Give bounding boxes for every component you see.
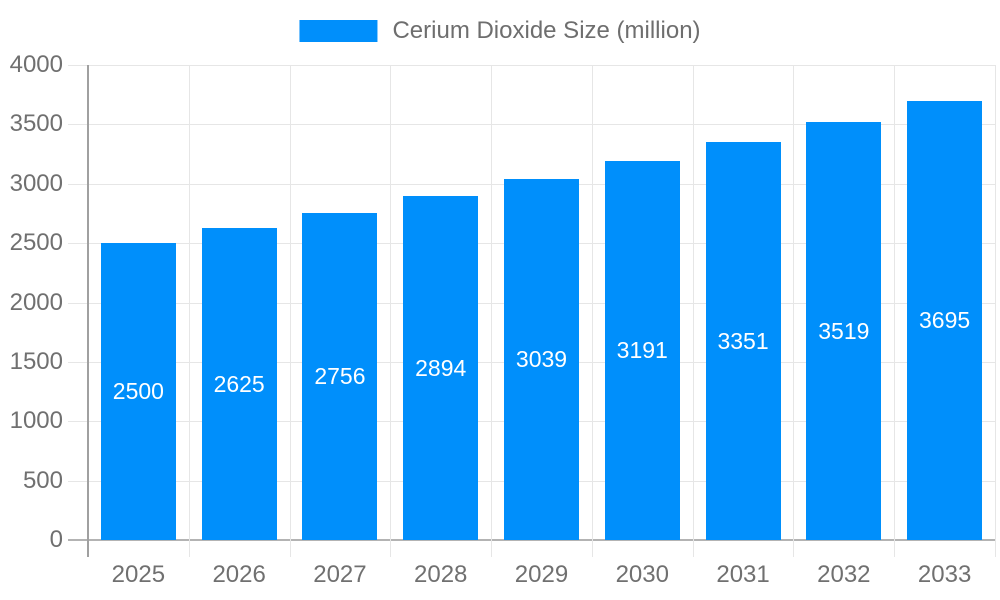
x-axis-zero-line: [68, 539, 995, 541]
bar[interactable]: 3039: [504, 179, 579, 540]
v-gridline: [390, 65, 392, 540]
bar-value-label: 3519: [818, 317, 870, 344]
v-gridline: [491, 65, 493, 540]
x-axis-tick: [692, 540, 694, 557]
x-axis-tick-label: 2030: [615, 561, 669, 588]
x-axis-tick-label: 2025: [111, 561, 166, 588]
bar[interactable]: 3695: [907, 101, 983, 540]
x-axis-tick-label: 2027: [313, 561, 367, 588]
v-gridline: [692, 65, 694, 540]
x-axis-tick-label: 2032: [817, 561, 871, 588]
y-axis-tick-label: 2500: [9, 229, 63, 257]
bar[interactable]: 2894: [403, 196, 479, 540]
x-axis-tick-label: 2028: [414, 561, 468, 588]
x-axis-tick-label: 2029: [514, 561, 569, 588]
x-axis-tick: [289, 540, 291, 557]
x-axis-tick: [491, 540, 493, 557]
x-axis-tick: [995, 540, 996, 557]
bar-value-label: 2894: [415, 354, 467, 381]
y-axis-tick-label: 500: [22, 466, 63, 494]
bar[interactable]: 3191: [604, 161, 680, 540]
h-gridline: [68, 65, 995, 66]
bar[interactable]: 2756: [302, 212, 378, 540]
legend-swatch-icon: [299, 20, 378, 42]
x-axis-tick: [894, 540, 896, 557]
y-axis-tick-label: 0: [49, 526, 63, 553]
x-axis-tick-label: 2033: [917, 561, 972, 588]
y-axis-tick-label: 3000: [9, 169, 63, 197]
v-gridline: [289, 65, 291, 540]
x-axis-tick-label: 2026: [212, 561, 266, 588]
v-gridline: [995, 65, 996, 540]
bar-value-label: 3191: [616, 337, 668, 364]
v-gridline: [894, 65, 896, 540]
x-axis-tick: [390, 540, 392, 557]
h-gridline: [68, 124, 995, 126]
bar[interactable]: 2500: [100, 243, 176, 540]
bar-value-label: 3695: [919, 307, 971, 334]
x-axis-tick: [793, 540, 795, 557]
y-axis-tick-label: 1500: [9, 347, 63, 375]
bar-value-label: 2756: [314, 362, 366, 389]
y-axis-tick-label: 3500: [9, 110, 63, 138]
y-axis-tick-label: 2000: [9, 288, 63, 316]
y-axis-tick-label: 1000: [9, 407, 63, 435]
v-gridline: [188, 65, 190, 540]
bar-value-label: 2500: [112, 378, 164, 405]
y-axis-line: [87, 65, 89, 557]
x-axis-tick: [591, 540, 593, 557]
bar-value-label: 3351: [717, 327, 769, 354]
bar[interactable]: 3519: [806, 122, 882, 540]
y-axis-tick-label: 4000: [9, 51, 63, 78]
v-gridline: [591, 65, 593, 540]
bar[interactable]: 2625: [201, 228, 277, 540]
x-axis-tick: [188, 540, 190, 557]
bar-value-label: 2625: [213, 370, 265, 397]
bar[interactable]: 3351: [705, 142, 781, 540]
legend[interactable]: Cerium Dioxide Size (million): [299, 16, 701, 46]
legend-label: Cerium Dioxide Size (million): [392, 17, 701, 44]
bar-value-label: 3039: [515, 346, 568, 373]
v-gridline: [793, 65, 795, 540]
x-axis-tick-label: 2031: [716, 561, 770, 588]
